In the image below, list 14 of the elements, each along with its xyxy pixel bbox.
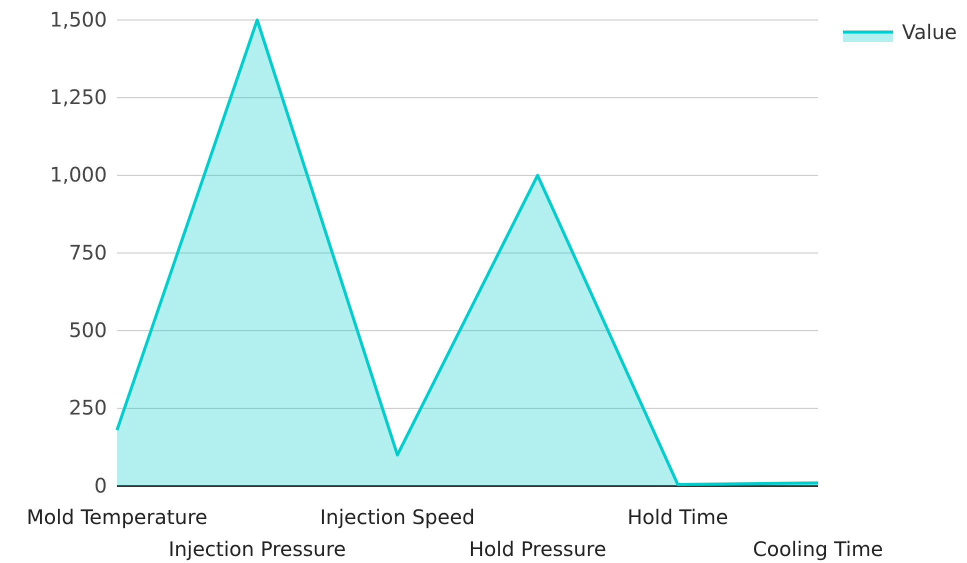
y-tick-label: 0 [94,473,107,498]
y-tick-label: 750 [68,240,107,264]
y-tick-label: 250 [68,396,107,420]
y-tick-label: 1,250 [50,85,107,110]
y-tick-label: 1,000 [50,162,107,187]
x-tick-label: Hold Pressure [468,537,606,561]
x-tick-label: Injection Speed [320,505,475,529]
x-tick-label: Hold Time [627,505,728,529]
y-tick-label: 500 [68,318,107,342]
legend-label: Value [902,20,957,44]
x-tick-label: Cooling Time [752,537,884,561]
x-tick-label: Mold Temperature [26,505,208,529]
y-tick-label: 1,500 [50,7,107,32]
x-tick-label: Injection Pressure [168,537,346,561]
